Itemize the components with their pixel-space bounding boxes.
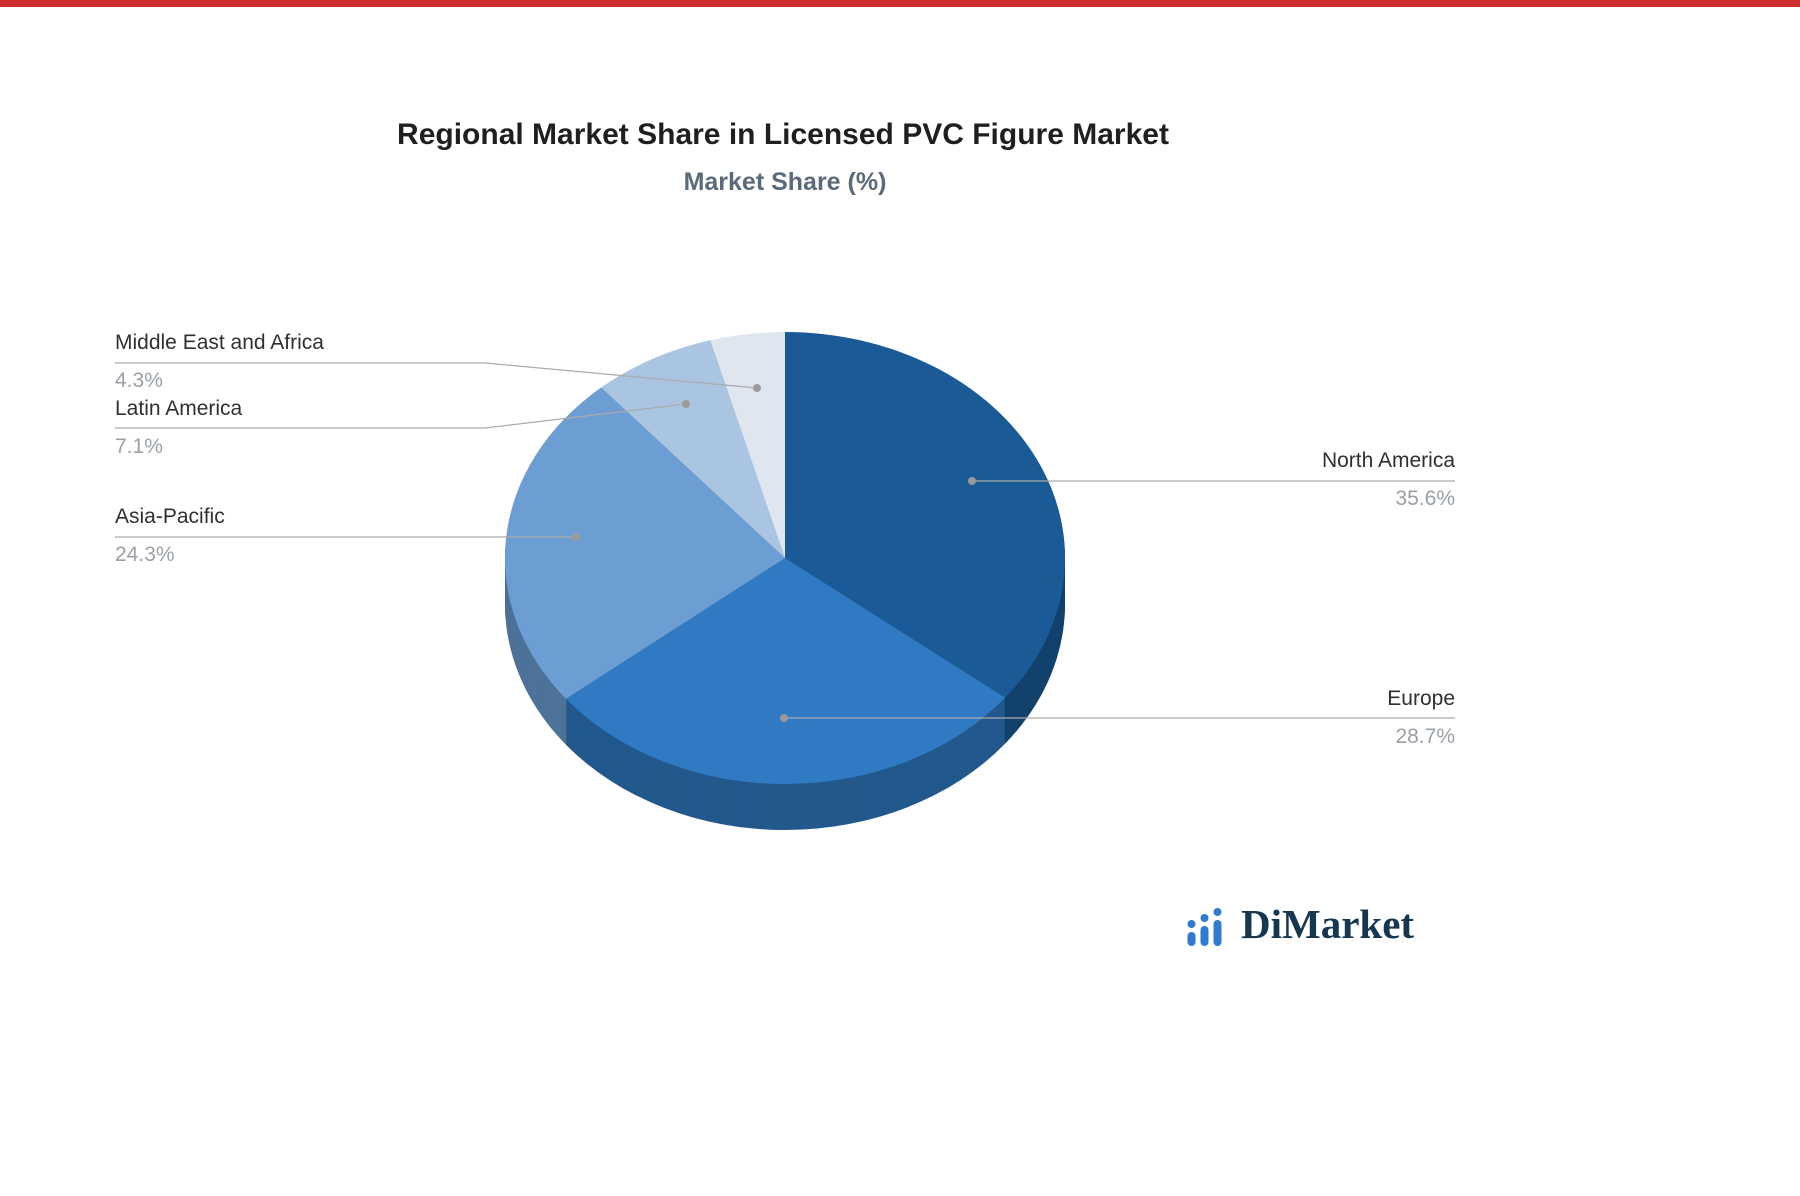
leader-dot bbox=[753, 384, 761, 392]
chart-subtitle: Market Share (%) bbox=[683, 168, 887, 196]
slice-label-north-america: North America 35.6% bbox=[1095, 448, 1455, 512]
top-accent-bar bbox=[0, 0, 1800, 7]
dimarket-logo-icon bbox=[1187, 908, 1222, 946]
slice-value: 28.7% bbox=[1395, 725, 1455, 748]
slice-name: Asia-Pacific bbox=[115, 505, 225, 528]
brand-name: DiMarket bbox=[1241, 901, 1415, 947]
leader-dot bbox=[572, 533, 580, 541]
pie-slice-0[interactable] bbox=[785, 332, 1066, 698]
leader-line bbox=[115, 362, 758, 389]
leader-dot bbox=[968, 477, 976, 485]
slice-value: 35.6% bbox=[1395, 487, 1455, 510]
pie-slice-4[interactable] bbox=[710, 332, 785, 558]
leader-dot bbox=[780, 714, 788, 722]
pie-slice-3[interactable] bbox=[601, 340, 785, 558]
slice-label-latin-america: Latin America 7.1% bbox=[115, 396, 485, 460]
pie-top bbox=[505, 332, 1066, 785]
slice-label-europe: Europe 28.7% bbox=[1095, 686, 1455, 750]
slice-value: 4.3% bbox=[115, 369, 163, 392]
slice-value: 7.1% bbox=[115, 435, 163, 458]
brand-logo: DiMarket bbox=[1185, 900, 1414, 948]
slice-name: North America bbox=[1321, 449, 1455, 472]
slice-name: Latin America bbox=[115, 397, 243, 420]
leader-dot bbox=[682, 400, 690, 408]
slice-name: Middle East and Africa bbox=[115, 331, 324, 354]
slice-name: Europe bbox=[1387, 687, 1455, 710]
slice-label-middle-east-and-africa: Middle East and Africa 4.3% bbox=[115, 330, 485, 394]
slice-value: 24.3% bbox=[115, 543, 175, 566]
leader-line bbox=[115, 403, 687, 429]
pie-slice-1[interactable] bbox=[565, 558, 1006, 785]
chart-title: Regional Market Share in Licensed PVC Fi… bbox=[397, 118, 1169, 151]
slice-label-asia-pacific: Asia-Pacific 24.3% bbox=[115, 504, 485, 568]
pie-slice-2[interactable] bbox=[505, 387, 785, 699]
